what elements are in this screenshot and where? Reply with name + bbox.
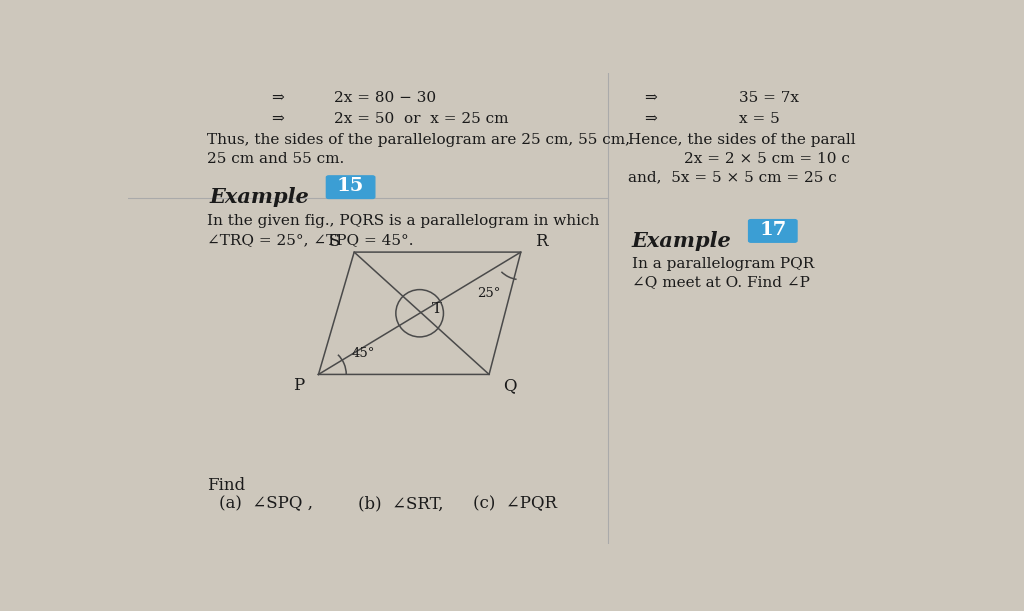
Text: Q: Q: [504, 377, 517, 393]
Text: R: R: [536, 233, 548, 250]
Text: ⇒: ⇒: [644, 112, 656, 126]
Text: In a parallelogram PQR: In a parallelogram PQR: [632, 257, 814, 271]
Text: 35 = 7x: 35 = 7x: [739, 91, 799, 105]
FancyBboxPatch shape: [327, 176, 375, 199]
Text: Thus, the sides of the parallelogram are 25 cm, 55 cm,: Thus, the sides of the parallelogram are…: [207, 133, 631, 147]
Text: 25 cm and 55 cm.: 25 cm and 55 cm.: [207, 152, 345, 166]
Text: In the given fig., PQRS is a parallelogram in which: In the given fig., PQRS is a parallelogr…: [207, 214, 600, 229]
Text: ∠TRQ = 25°, ∠TPQ = 45°.: ∠TRQ = 25°, ∠TPQ = 45°.: [207, 233, 414, 247]
Text: ⇒: ⇒: [270, 91, 284, 105]
Text: Example: Example: [632, 231, 732, 251]
Text: Find: Find: [207, 477, 246, 494]
Text: P: P: [293, 377, 304, 393]
Text: Hence, the sides of the parall: Hence, the sides of the parall: [628, 133, 856, 147]
Text: 25°: 25°: [477, 287, 501, 301]
Text: S: S: [329, 233, 340, 250]
Text: x = 5: x = 5: [739, 112, 780, 126]
Text: 2x = 80 − 30: 2x = 80 − 30: [334, 91, 436, 105]
Text: (b)  ∠SRT,: (b) ∠SRT,: [358, 496, 443, 513]
Text: (c)  ∠PQR: (c) ∠PQR: [473, 496, 557, 513]
Text: ∠Q meet at O. Find ∠P: ∠Q meet at O. Find ∠P: [632, 276, 810, 290]
Text: ⇒: ⇒: [644, 91, 656, 105]
Text: 2x = 2 × 5 cm = 10 c: 2x = 2 × 5 cm = 10 c: [684, 152, 849, 166]
Text: and,  5x = 5 × 5 cm = 25 c: and, 5x = 5 × 5 cm = 25 c: [628, 170, 837, 185]
Text: Example: Example: [210, 187, 309, 207]
Text: 2x = 50  or  x = 25 cm: 2x = 50 or x = 25 cm: [334, 112, 509, 126]
Text: (a)  ∠SPQ ,: (a) ∠SPQ ,: [219, 496, 313, 513]
Text: 17: 17: [759, 221, 786, 239]
Text: 45°: 45°: [352, 347, 375, 360]
FancyBboxPatch shape: [749, 219, 797, 242]
Text: T: T: [431, 302, 441, 316]
Text: ⇒: ⇒: [270, 112, 284, 126]
Text: 15: 15: [337, 177, 365, 196]
